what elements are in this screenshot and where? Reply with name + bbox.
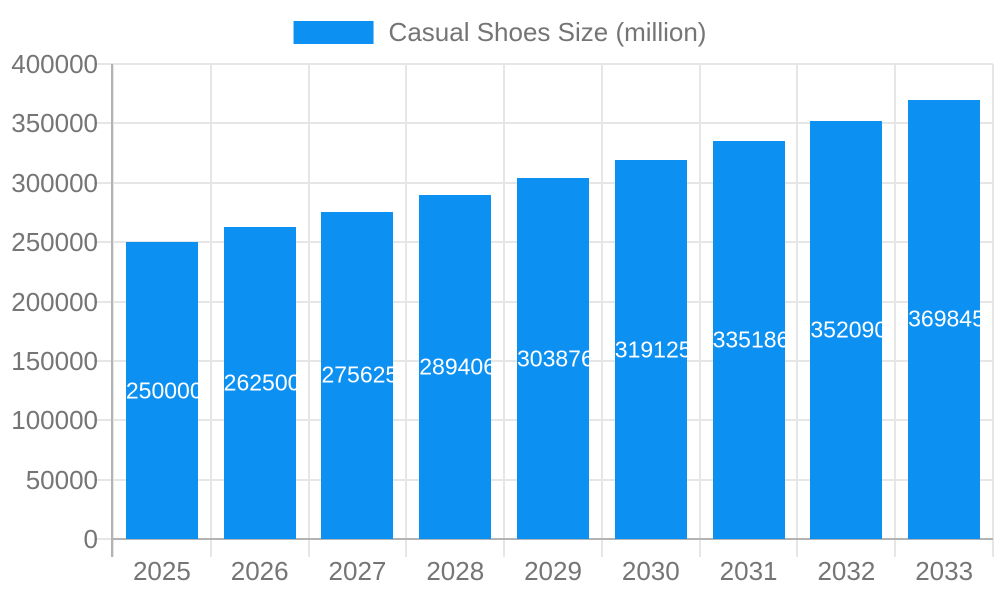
- x-axis-tick-label: 2033: [915, 556, 974, 586]
- legend-label: Casual Shoes Size (million): [388, 17, 707, 47]
- bar-value-label: 250000: [125, 377, 198, 404]
- bar-value-label: 262500: [223, 369, 296, 396]
- x-axis-tick-label: 2029: [524, 556, 582, 586]
- y-axis-tick-label: 400000: [11, 49, 98, 79]
- gridline-vertical: [307, 64, 310, 557]
- gridline-vertical: [209, 64, 212, 557]
- bar-column: 352090: [797, 64, 895, 539]
- bar-column: 319125: [602, 64, 700, 539]
- y-axis-tick-label: 200000: [11, 286, 98, 317]
- x-axis-baseline: [112, 538, 993, 540]
- bar[interactable]: 319125: [614, 160, 687, 539]
- x-axis-tick-label: 2027: [328, 556, 387, 586]
- x-axis-labels: 2025 2026 2027 2028 2029 2030 2031 2032 2033: [113, 556, 993, 586]
- bar-value-label: 275625: [321, 361, 394, 388]
- bar-column: 303876: [504, 64, 602, 539]
- gridline-vertical: [894, 64, 897, 557]
- gridline-vertical: [600, 64, 603, 557]
- bar-column: 289406: [406, 64, 504, 539]
- x-axis-tick-label: 2026: [230, 556, 289, 586]
- x-axis-tick-label: 2028: [426, 556, 485, 586]
- x-axis-tick-label: 2025: [132, 556, 191, 586]
- y-axis-tick-label: 0: [83, 524, 98, 554]
- y-axis-tick-label: 150000: [11, 345, 98, 376]
- bar-value-label: 319125: [614, 336, 687, 363]
- bar[interactable]: 289406: [419, 195, 492, 539]
- plot-area: 250000 262500 275625 289406 303876 319125 3351…: [113, 64, 993, 539]
- bar-column: 335186: [700, 64, 798, 539]
- gridline: [94, 122, 993, 125]
- gridline-vertical: [796, 64, 799, 557]
- y-axis-tick-label: 50000: [25, 464, 98, 495]
- bar[interactable]: 369845: [908, 99, 981, 539]
- bar[interactable]: 262500: [223, 227, 296, 539]
- bar-column: 369845: [895, 64, 993, 539]
- bar-value-label: 289406: [419, 353, 492, 380]
- gridline-vertical: [503, 64, 506, 557]
- bar-column: 250000: [113, 64, 211, 539]
- bar[interactable]: 303876: [517, 178, 590, 539]
- bar-value-label: 303876: [517, 345, 590, 372]
- gridline-vertical: [112, 64, 114, 557]
- bar[interactable]: 352090: [810, 120, 883, 539]
- x-axis-tick-label: 2032: [817, 556, 876, 586]
- bar-column: 262500: [211, 64, 309, 539]
- bar[interactable]: 275625: [321, 211, 394, 539]
- legend-swatch: [293, 21, 374, 44]
- gridline-vertical: [698, 64, 701, 557]
- x-axis-tick-label: 2031: [719, 556, 778, 586]
- x-axis-tick-label: 2030: [621, 556, 680, 586]
- y-axis-line: [111, 64, 113, 557]
- bar[interactable]: 250000: [125, 242, 198, 539]
- bar-value-label: 369845: [908, 305, 981, 332]
- y-axis-tick-label: 300000: [11, 167, 98, 198]
- gridline-vertical: [992, 64, 994, 557]
- gridline: [94, 63, 993, 65]
- bar-value-label: 335186: [712, 326, 785, 353]
- bar[interactable]: 335186: [712, 140, 785, 539]
- gridline-vertical: [405, 64, 408, 557]
- y-axis-tick-label: 350000: [11, 108, 98, 139]
- legend: Casual Shoes Size (million): [293, 17, 707, 48]
- bar-column: 275625: [309, 64, 407, 539]
- bar-value-label: 352090: [810, 316, 883, 343]
- y-axis-tick-label: 100000: [11, 405, 98, 436]
- y-axis-tick-label: 250000: [11, 227, 98, 258]
